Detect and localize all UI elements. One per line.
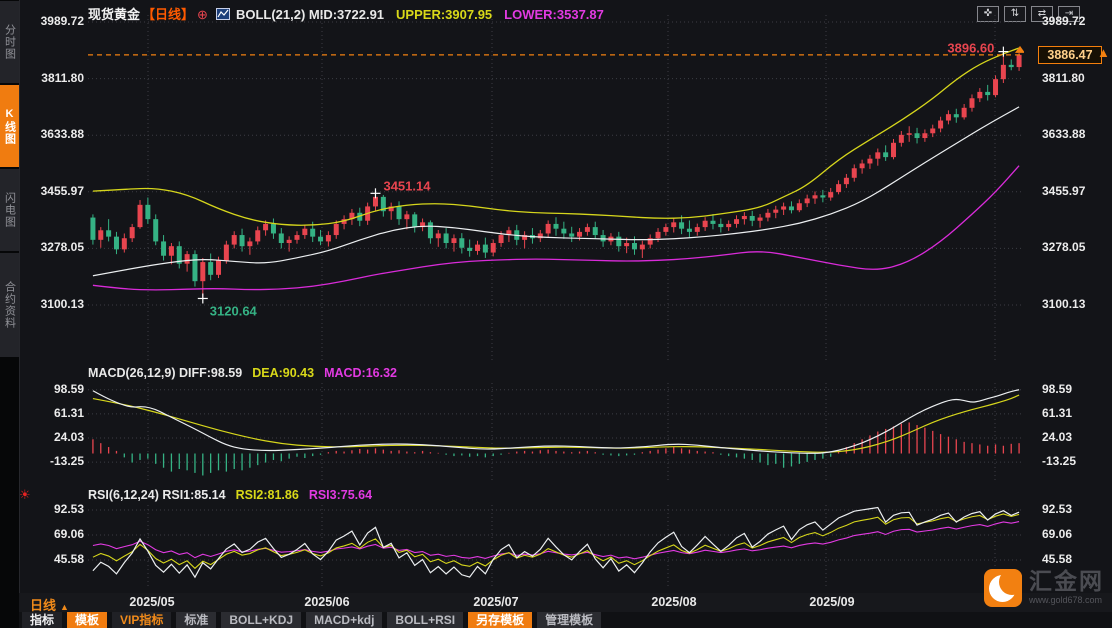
macd-axis-label-right: 24.03 [1042, 430, 1073, 444]
price-axis-label-left: 3633.88 [40, 127, 84, 142]
xaxis-label: 2025/09 [809, 595, 855, 609]
logo-url: www.gold678.com [1029, 595, 1103, 605]
xaxis-label: 2025/06 [304, 595, 350, 609]
logo-title: 汇金网 [1029, 568, 1104, 594]
sidebar: 分时图 K线图闪电图合约资料 [0, 0, 20, 628]
kline-style-icon[interactable] [215, 8, 230, 23]
price-axis-label-right: 3278.05 [1042, 240, 1086, 255]
vertical-scale-icon[interactable]: ⇅ [1004, 6, 1026, 22]
macd-axis-label-left: 98.59 [53, 381, 84, 396]
price-axis-label-right: 3100.13 [1042, 297, 1086, 311]
boll-values: BOLL(21,2) MID:3722.91 [235, 7, 385, 22]
price-axis-label-right: 3811.80 [1042, 70, 1085, 85]
logo-crescent-icon [984, 569, 1022, 607]
xaxis-label: 2025/05 [129, 595, 175, 609]
macd-axis-label-left: 61.31 [53, 405, 84, 420]
svg-text:3451.14: 3451.14 [383, 178, 431, 193]
rsi-header: RSI(6,12,24) RSI1:85.14 RSI2:81.86 RSI3:75… [88, 488, 372, 502]
macd-header: MACD(26,12,9) DIFF:98.59 DEA:90.43 MACD:16… [88, 366, 397, 380]
boll-upper-value: UPPER:3907.95 [396, 7, 493, 22]
last-price-tag: 3886.47 [1038, 46, 1102, 64]
macd-chart-svg [88, 383, 1024, 483]
macd-axis-label-left: 24.03 [53, 430, 84, 444]
price-axis-label-right: 3989.72 [1042, 14, 1086, 28]
period-tag: 【日线】 [142, 7, 195, 22]
footer-button-8[interactable]: 管理模板 [537, 612, 602, 628]
macd-dea-value: DEA:90.43 [252, 366, 315, 380]
hot-alert-icon[interactable]: ☀ [19, 487, 31, 502]
macd-title: MACD(26,12,9) DIFF:98.59 [88, 366, 243, 380]
main-chart-canvas[interactable]: 3896.60 3451.14 3120.64 [88, 15, 1025, 365]
svg-text:3120.64: 3120.64 [210, 303, 258, 318]
xaxis-row: 日线 ▲ 2025/05 2025/06 2025/07 2025/08 2025/09 [19, 593, 1112, 613]
price-axis-label-left: 3989.72 [40, 14, 84, 28]
macd-axis-label-right: 98.59 [1042, 381, 1073, 396]
main-chart-svg: 3896.60 3451.14 3120.64 [88, 15, 1025, 360]
candles-layer [90, 51, 1022, 299]
xaxis-label: 2025/07 [473, 595, 519, 609]
footer-button-4[interactable]: BOLL+KDJ [221, 612, 302, 628]
sidebar-tab-1[interactable]: K线图 [0, 85, 19, 167]
footer-button-0[interactable]: 指标 [22, 612, 63, 628]
circled-plus-icon[interactable]: ⊕ [197, 7, 208, 22]
macd-axis-label-right: 61.31 [1042, 405, 1073, 420]
footer-button-3[interactable]: 标准 [176, 612, 217, 628]
rsi-axis-label-right: 45.58 [1042, 552, 1073, 566]
macd-macd-value: MACD:16.32 [324, 366, 397, 380]
footer-button-5[interactable]: MACD+kdj [306, 612, 383, 628]
rsi-axis-label-left: 45.58 [53, 552, 84, 566]
rsi-chart-svg [88, 505, 1024, 588]
macd-chart-canvas[interactable] [88, 383, 1024, 488]
rsi-title: RSI(6,12,24) RSI1:85.14 [88, 488, 226, 502]
macd-axis-label-right: -13.25 [1042, 454, 1077, 469]
rsi3-value: RSI3:75.64 [308, 488, 373, 502]
symbol-name: 现货黄金 [88, 7, 141, 22]
boll-lower-value: LOWER:3537.87 [504, 7, 604, 22]
price-arrow-icon: ▲ [1097, 45, 1110, 60]
rsi2-value: RSI2:81.86 [235, 488, 299, 502]
price-axis-label-left: 3100.13 [40, 297, 84, 311]
footer-button-7[interactable]: 另存模板 [468, 612, 533, 628]
template-toolbar: 指标 模板 VIP指标 标准 BOLL+KDJ MACD+kdj BOLL+RSI 另存模板管… [19, 612, 1112, 628]
price-axis-label-right: 3633.88 [1042, 127, 1086, 142]
rsi-axis-label-right: 92.53 [1042, 502, 1073, 516]
rsi-chart-canvas[interactable] [88, 505, 1024, 593]
period-selector[interactable]: 日线 ▲ [30, 598, 69, 613]
rsi-axis-label-left: 92.53 [53, 502, 84, 516]
xaxis-label: 2025/08 [651, 595, 697, 609]
sidebar-tab-3[interactable]: 合约资料 [0, 253, 19, 357]
chevron-up-icon: ▲ [60, 602, 69, 612]
price-axis-label-left: 3455.97 [40, 183, 84, 198]
pan-right-icon[interactable]: ⇥ [1058, 6, 1080, 22]
sidebar-tab-0[interactable]: 分时图 [0, 1, 19, 83]
footer-button-1[interactable]: 模板 [67, 612, 108, 628]
footer-button-2[interactable]: VIP指标 [112, 612, 172, 628]
sidebar-tab-2[interactable]: 闪电图 [0, 169, 19, 251]
price-axis-label-right: 3455.97 [1042, 183, 1086, 198]
price-axis-label-left: 3811.80 [41, 70, 84, 85]
rsi-axis-label-right: 69.06 [1042, 527, 1073, 541]
price-axis-label-left: 3278.05 [40, 240, 84, 255]
site-logo: 汇金网 www.gold678.com [984, 569, 1104, 607]
svg-text:3896.60: 3896.60 [947, 41, 994, 56]
macd-axis-label-left: -13.25 [49, 454, 84, 469]
horizontal-scale-icon[interactable]: ⇄ [1031, 6, 1053, 22]
rsi-axis-label-left: 69.06 [53, 527, 84, 541]
footer-button-6[interactable]: BOLL+RSI [387, 612, 464, 628]
chart-header: 现货黄金 【日线】 ⊕ BOLL(21,2) MID:3722.91 UPPER:390… [88, 4, 604, 23]
